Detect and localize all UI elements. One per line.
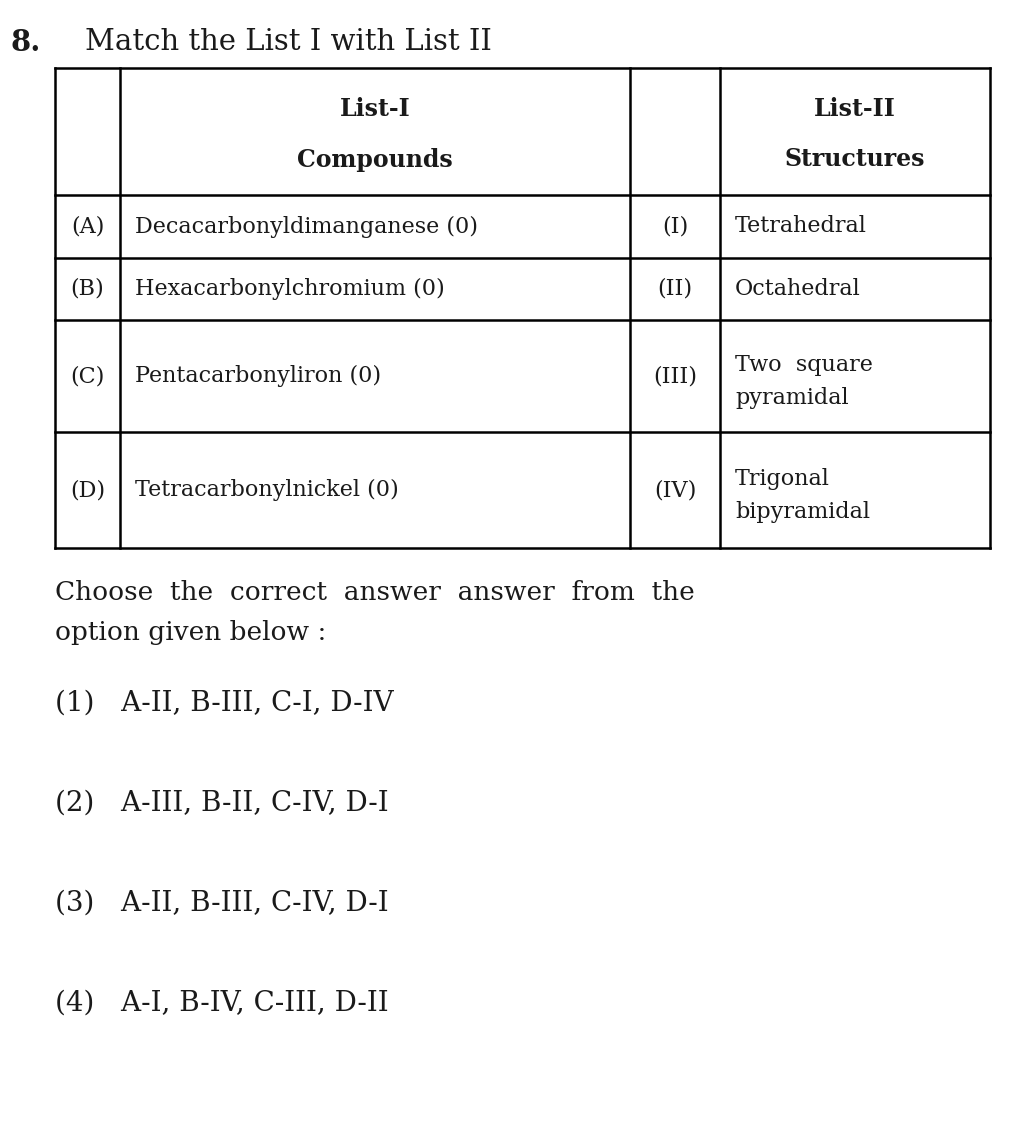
Text: Tetrahedral: Tetrahedral — [735, 215, 867, 238]
Text: (III): (III) — [653, 365, 697, 387]
Text: (4)   A-I, B-IV, C-III, D-II: (4) A-I, B-IV, C-III, D-II — [55, 990, 389, 1017]
Text: (1)   A-II, B-III, C-I, D-IV: (1) A-II, B-III, C-I, D-IV — [55, 690, 393, 717]
Text: pyramidal: pyramidal — [735, 387, 849, 410]
Text: (3)   A-II, B-III, C-IV, D-I: (3) A-II, B-III, C-IV, D-I — [55, 890, 389, 917]
Text: Pentacarbonyliron (0): Pentacarbonyliron (0) — [135, 365, 381, 387]
Text: Tetracarbonylnickel (0): Tetracarbonylnickel (0) — [135, 479, 398, 501]
Text: Match the List I with List II: Match the List I with List II — [85, 27, 492, 56]
Text: List-I: List-I — [340, 97, 411, 121]
Text: option given below :: option given below : — [55, 620, 327, 645]
Text: List-II: List-II — [814, 97, 896, 121]
Text: Two  square: Two square — [735, 353, 872, 376]
Text: Trigonal: Trigonal — [735, 468, 829, 490]
Text: (II): (II) — [657, 278, 692, 300]
Text: Octahedral: Octahedral — [735, 278, 861, 300]
Text: 8.: 8. — [10, 27, 40, 57]
Text: (IV): (IV) — [653, 479, 696, 501]
Text: Compounds: Compounds — [297, 148, 453, 172]
Text: Choose  the  correct  answer  answer  from  the: Choose the correct answer answer from th… — [55, 580, 694, 605]
Text: (C): (C) — [71, 365, 104, 387]
Text: Decacarbonyldimanganese (0): Decacarbonyldimanganese (0) — [135, 215, 478, 238]
Text: (I): (I) — [662, 215, 688, 238]
Text: Hexacarbonylchromium (0): Hexacarbonylchromium (0) — [135, 278, 444, 300]
Text: (B): (B) — [71, 278, 104, 300]
Text: bipyramidal: bipyramidal — [735, 501, 870, 523]
Text: (D): (D) — [70, 479, 105, 501]
Text: (2)   A-III, B-II, C-IV, D-I: (2) A-III, B-II, C-IV, D-I — [55, 791, 389, 817]
Text: Structures: Structures — [784, 148, 926, 172]
Text: (A): (A) — [71, 215, 104, 238]
